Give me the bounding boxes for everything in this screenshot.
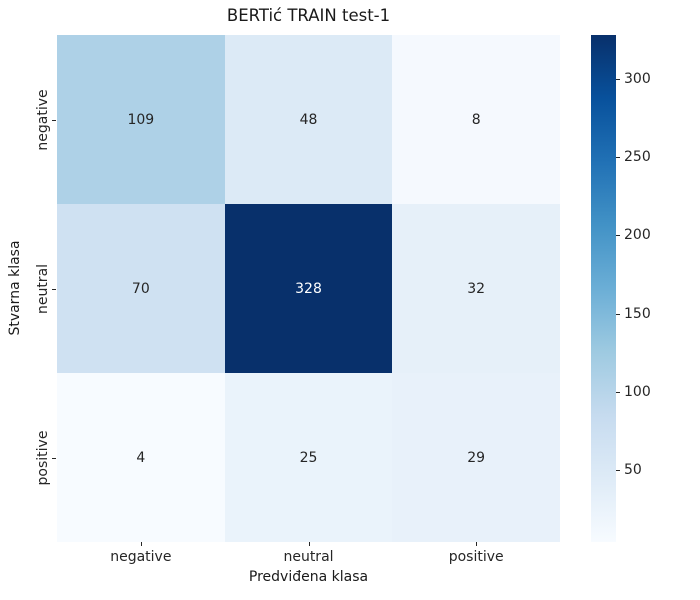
colorbar-tick-mark (616, 391, 620, 393)
chart-title: BERTić TRAIN test-1 (226, 6, 391, 25)
y-tick-label-neutral: neutral (35, 263, 51, 314)
heatmap-cell-neutral-positive: 32 (392, 204, 560, 373)
colorbar-tick-label-200: 200 (624, 227, 651, 244)
heatmap-cell-negative-negative: 109 (57, 35, 225, 204)
y-axis-label: Stvarna klasa (7, 240, 23, 336)
cell-value: 4 (136, 449, 146, 466)
colorbar-tick-mark (616, 78, 620, 80)
heatmap-cell-neutral-negative: 70 (57, 204, 225, 373)
colorbar-tick-mark (616, 470, 620, 472)
colorbar-tick-mark (616, 313, 620, 315)
cell-value: 70 (131, 280, 150, 297)
colorbar-tick-label-250: 250 (624, 149, 651, 166)
colorbar-tick-label-100: 100 (624, 383, 651, 400)
cell-value: 328 (295, 280, 322, 297)
x-tick-label-neutral: neutral (283, 549, 334, 565)
y-tick-label-negative: negative (35, 88, 51, 151)
x-tick-mark (476, 542, 478, 546)
x-tick-label-positive: positive (448, 549, 504, 565)
x-tick-mark (308, 542, 310, 546)
colorbar-tick-label-50: 50 (624, 462, 642, 479)
x-tick-label-negative: negative (110, 549, 172, 565)
colorbar-tick-label-150: 150 (624, 305, 651, 322)
y-tick-mark (52, 457, 56, 459)
heatmap-cell-positive-positive: 29 (392, 373, 560, 542)
heatmap-cell-positive-neutral: 25 (224, 373, 393, 542)
y-tick-mark (52, 288, 56, 290)
cell-value: 32 (467, 280, 486, 297)
colorbar-tick-mark (616, 235, 620, 237)
heatmap-cell-positive-negative: 4 (57, 373, 225, 542)
y-tick-label-positive: positive (35, 430, 51, 485)
cell-value: 8 (471, 111, 481, 128)
colorbar-tick-mark (616, 157, 620, 159)
heatmap-grid: 109 48 8 70 328 32 4 25 29 (57, 35, 560, 542)
heatmap-cell-negative-neutral: 48 (224, 35, 393, 204)
cell-value: 48 (299, 111, 318, 128)
cell-value: 109 (127, 111, 155, 128)
colorbar-tick-label-300: 300 (624, 70, 651, 87)
heatmap-cell-neutral-neutral: 328 (224, 204, 393, 373)
cell-value: 29 (467, 449, 486, 466)
heatmap-cell-negative-positive: 8 (392, 35, 560, 204)
x-axis-label: Predviđena klasa (248, 569, 369, 585)
cell-value: 25 (299, 449, 318, 466)
y-tick-mark (52, 119, 56, 121)
colorbar-gradient (591, 35, 616, 542)
x-tick-mark (140, 542, 142, 546)
